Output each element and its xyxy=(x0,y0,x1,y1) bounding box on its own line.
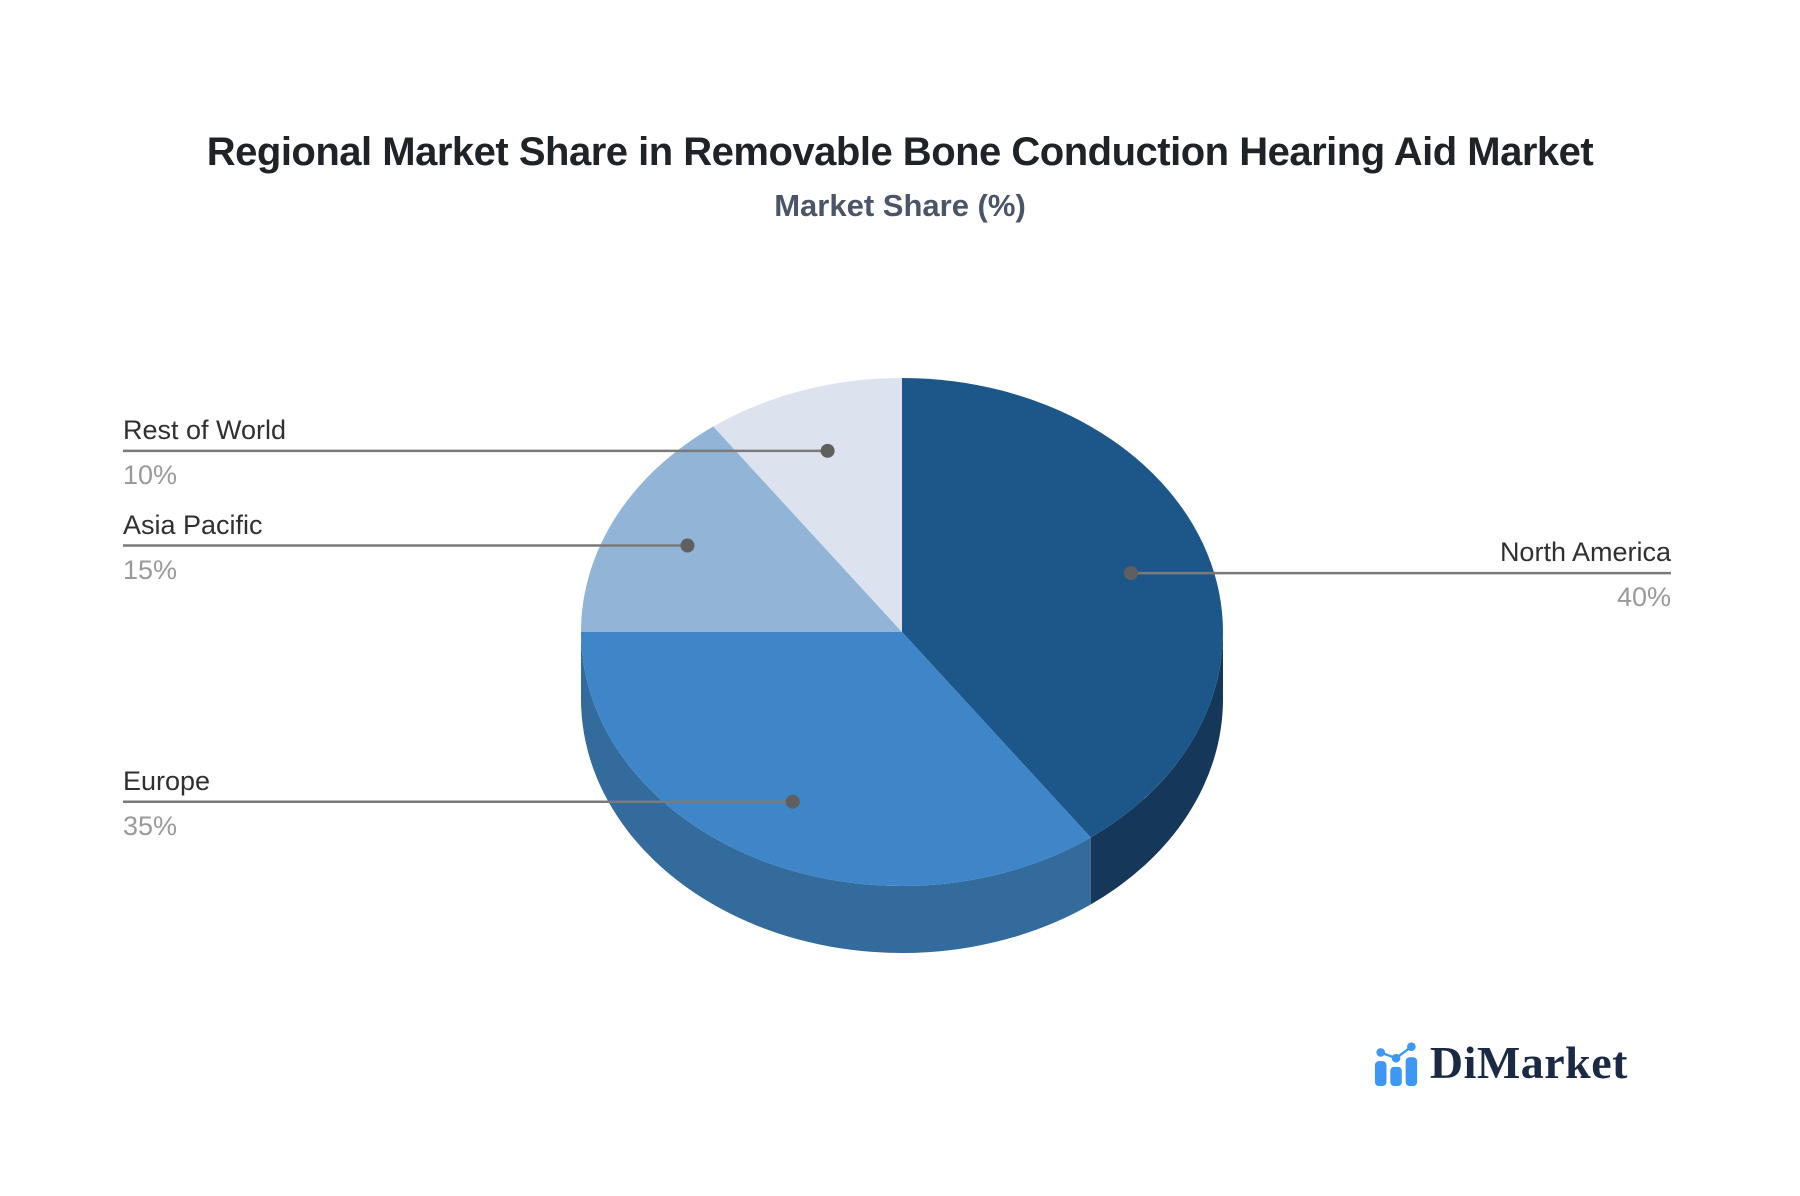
pie-label-rest-of-world: Rest of World 10% xyxy=(123,415,286,491)
slice-value: 35% xyxy=(123,810,178,841)
pie-slice-north-america[interactable] xyxy=(902,378,1223,838)
leader-dot-north-america xyxy=(1123,566,1138,581)
chart-subtitle: Market Share (%) xyxy=(774,188,1026,223)
pie-slice-side-europe xyxy=(581,632,1091,953)
dimarket-logo: DiMarket xyxy=(1374,1040,1628,1086)
slice-label: Rest of World xyxy=(123,414,287,445)
slice-value: 15% xyxy=(123,554,178,585)
bar-chart-trend-icon xyxy=(1374,1042,1417,1086)
leader-dot-europe xyxy=(785,794,800,809)
slice-value: 40% xyxy=(1616,582,1671,613)
pie-label-north-america: North America 40% xyxy=(1500,537,1671,613)
pie-slice-europe[interactable] xyxy=(581,632,1091,886)
pie-slice-side-north-america xyxy=(1090,632,1223,905)
pie-label-europe: Europe 35% xyxy=(123,766,210,842)
pie-slice-asia-pacific[interactable] xyxy=(581,426,902,632)
slice-label: North America xyxy=(1499,537,1671,568)
leader-dot-rest-of-world xyxy=(820,443,835,458)
slice-value: 10% xyxy=(123,459,178,490)
leader-dot-asia-pacific xyxy=(680,538,695,553)
chart-title: Regional Market Share in Removable Bone … xyxy=(206,130,1594,174)
pie-label-asia-pacific: Asia Pacific 15% xyxy=(123,510,263,586)
logo-text: DiMarket xyxy=(1429,1037,1628,1088)
slice-label: Asia Pacific xyxy=(123,509,263,540)
slice-label: Europe xyxy=(123,765,211,796)
pie-slice-rest-of-world[interactable] xyxy=(713,378,902,632)
